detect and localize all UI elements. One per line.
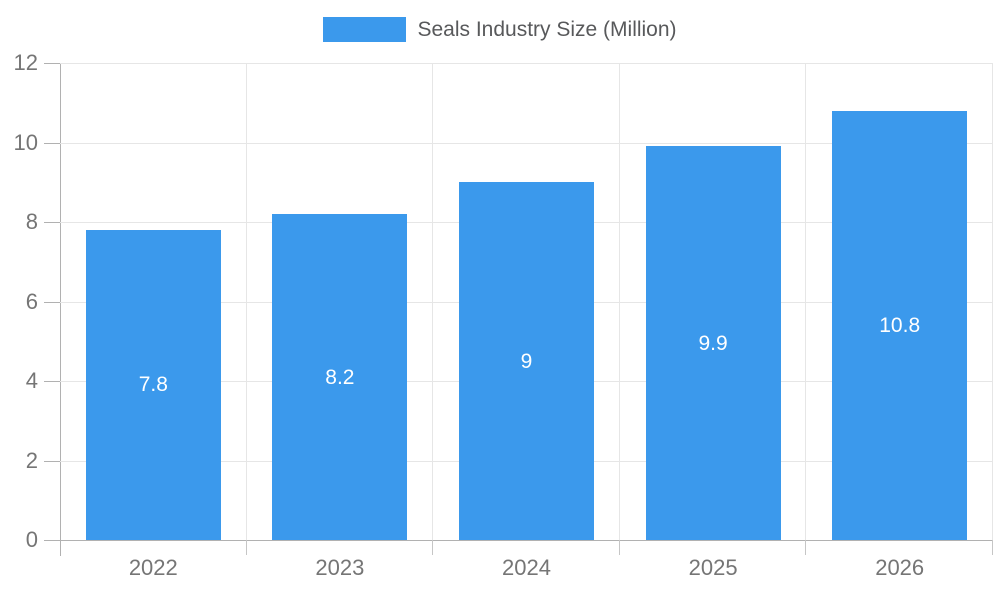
bar-2023[interactable]: 8.2 (272, 214, 408, 540)
bar-value-label: 9 (520, 349, 533, 373)
x-tick-mark (245, 540, 247, 555)
x-tick-mark (992, 540, 993, 555)
gridline-x-boundary (432, 63, 434, 540)
y-tick-mark (44, 460, 60, 462)
y-axis-tick-label: 10 (13, 129, 38, 155)
y-tick-mark (44, 381, 60, 382)
y-axis-tick-label: 8 (25, 209, 38, 234)
gridline-x-boundary (245, 63, 247, 540)
gridline-x-boundary (992, 63, 993, 540)
legend-swatch-icon (323, 17, 407, 42)
x-tick-mark (618, 540, 620, 555)
x-tick-mark (805, 540, 807, 555)
bar-value-label: 10.8 (879, 313, 921, 337)
x-axis-tick-label: 2026 (875, 555, 925, 580)
gridline-y-10 (60, 142, 993, 144)
y-axis-tick-label: 0 (25, 527, 38, 552)
gridline-y-12 (60, 63, 993, 64)
x-axis-tick-label: 2022 (128, 555, 178, 580)
y-axis-tick-label: 2 (25, 447, 38, 473)
bar-2026[interactable]: 10.8 (832, 110, 968, 540)
legend-label: Seals Industry Size (Million) (417, 17, 677, 41)
bar-value-label: 9.9 (698, 331, 728, 355)
y-axis-line (60, 63, 61, 556)
bar-value-label: 8.2 (325, 365, 355, 389)
legend[interactable]: Seals Industry Size (Million) (0, 17, 1000, 42)
bar-2024[interactable]: 9 (459, 182, 594, 540)
x-axis-tick-label: 2024 (502, 555, 551, 580)
gridline-x-boundary (805, 63, 807, 540)
x-tick-mark (432, 540, 434, 555)
bar-2022[interactable]: 7.8 (85, 229, 221, 540)
plot-area: 7.8 8.2 9 9.9 10.8 (44, 63, 993, 556)
bar-2025[interactable]: 9.9 (645, 146, 781, 540)
y-axis-tick-label: 4 (25, 368, 38, 393)
x-axis-line (60, 540, 993, 541)
bar-value-label: 7.8 (138, 373, 168, 397)
y-tick-mark (44, 63, 60, 64)
y-axis-tick-label: 6 (25, 288, 38, 314)
gridline-x-boundary (618, 63, 620, 540)
y-tick-mark (44, 301, 60, 303)
y-axis-tick-label: 12 (13, 50, 38, 75)
y-tick-mark (44, 222, 60, 223)
y-tick-mark (44, 540, 60, 541)
y-tick-mark (44, 142, 60, 144)
x-axis-tick-label: 2025 (688, 555, 738, 580)
x-axis-tick-label: 2023 (315, 555, 365, 580)
